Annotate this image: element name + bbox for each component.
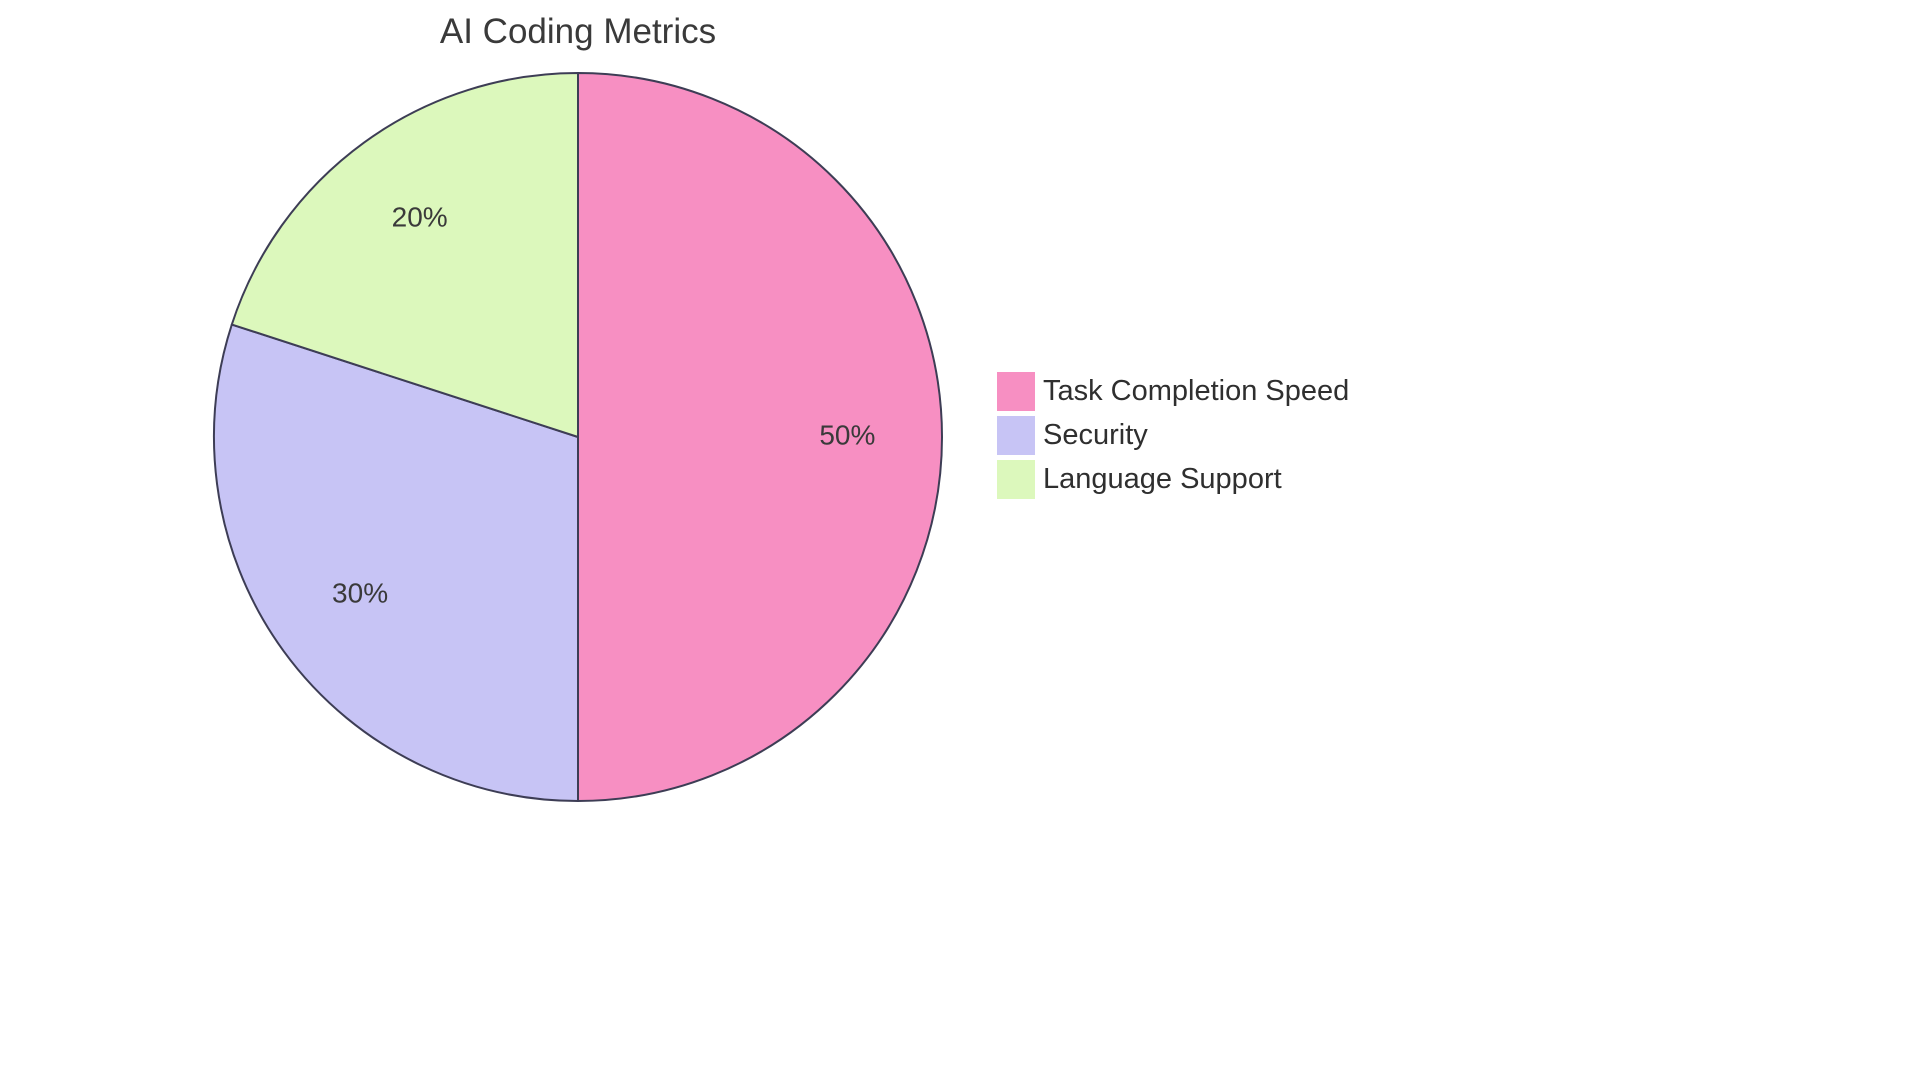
legend-item: Language Support xyxy=(997,460,1349,499)
pie-slice-label: 20% xyxy=(392,201,448,232)
legend-item: Task Completion Speed xyxy=(997,372,1349,411)
pie-slice xyxy=(577,72,943,802)
legend-swatch xyxy=(997,372,1035,411)
pie-slice xyxy=(213,323,579,802)
pie-slice-label: 50% xyxy=(819,419,875,450)
legend-label: Security xyxy=(1043,419,1148,451)
legend-label: Language Support xyxy=(1043,463,1282,495)
pie-slice-label: 30% xyxy=(332,578,388,609)
chart-title: AI Coding Metrics xyxy=(439,12,717,51)
legend-label: Task Completion Speed xyxy=(1043,375,1350,407)
pie-slice xyxy=(230,72,579,438)
legend: Task Completion Speed Security Language Su… xyxy=(997,372,1349,499)
legend-swatch xyxy=(997,460,1035,499)
legend-swatch xyxy=(997,416,1035,455)
legend-item: Security xyxy=(997,416,1349,455)
